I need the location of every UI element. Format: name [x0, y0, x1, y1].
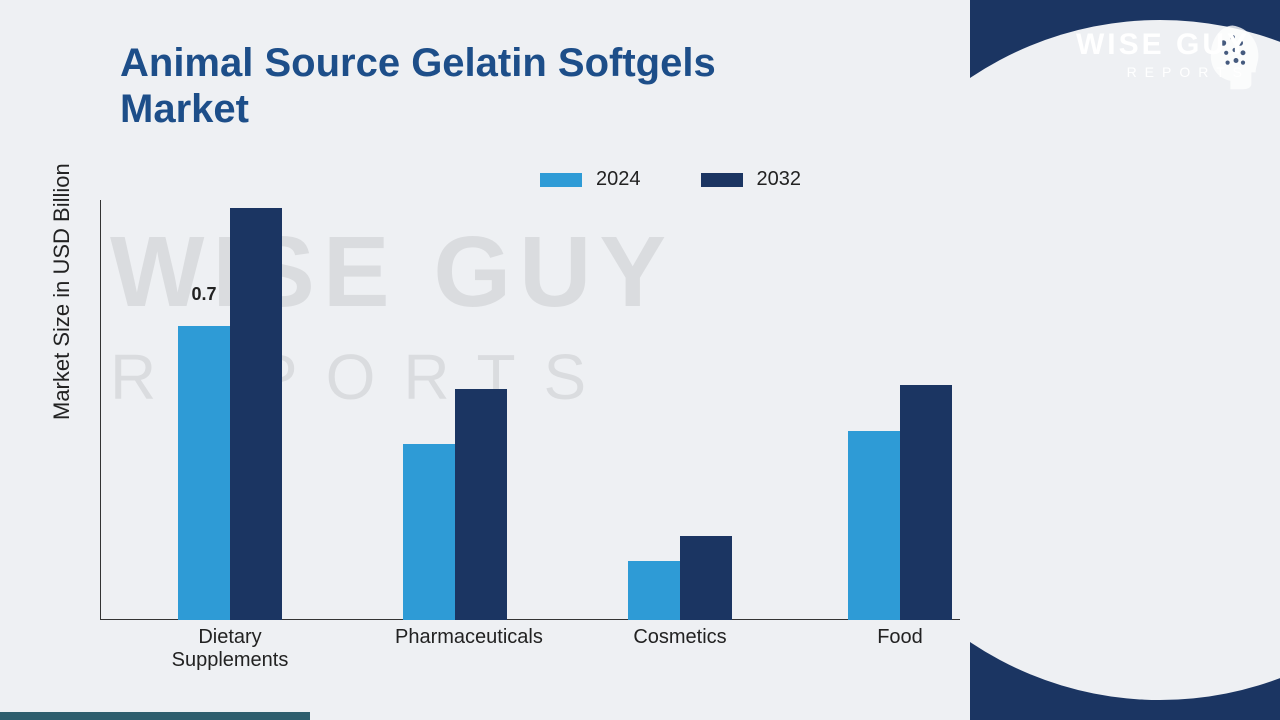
category-label: Food: [840, 626, 960, 649]
logo-line2: REPORTS: [1076, 64, 1250, 80]
legend: 2024 2032: [540, 168, 801, 191]
bar: [900, 385, 952, 620]
bar: [455, 389, 507, 620]
logo-line1: WISE GUY: [1076, 28, 1250, 62]
y-axis-label: Market Size in USD Billion: [49, 163, 75, 420]
chart-title: Animal Source Gelatin Softgels Market: [120, 40, 820, 132]
category-label: Cosmetics: [610, 626, 750, 649]
category-label: Dietary Supplements: [140, 626, 320, 672]
y-axis-line: [100, 200, 101, 620]
bar: [628, 561, 680, 620]
bottom-accent-bar: [0, 712, 310, 720]
legend-swatch-2032: [701, 173, 743, 187]
legend-label-2024: 2024: [596, 168, 641, 191]
legend-swatch-2024: [540, 173, 582, 187]
canvas: WISE GUY REPORTS Animal Source Gelatin S…: [0, 0, 1280, 720]
bar-value-label: 0.7: [191, 284, 216, 305]
legend-item-2024: 2024: [540, 168, 641, 191]
brand-logo: WISE GUY REPORTS: [1076, 28, 1250, 80]
bar-chart: 0.7Dietary SupplementsPharmaceuticalsCos…: [100, 200, 960, 620]
bar: [178, 326, 230, 620]
bar: [848, 431, 900, 620]
bar: [403, 444, 455, 620]
legend-label-2032: 2032: [757, 168, 802, 191]
bar: [680, 536, 732, 620]
category-label: Pharmaceuticals: [395, 626, 515, 649]
bar: [230, 208, 282, 620]
legend-item-2032: 2032: [701, 168, 802, 191]
